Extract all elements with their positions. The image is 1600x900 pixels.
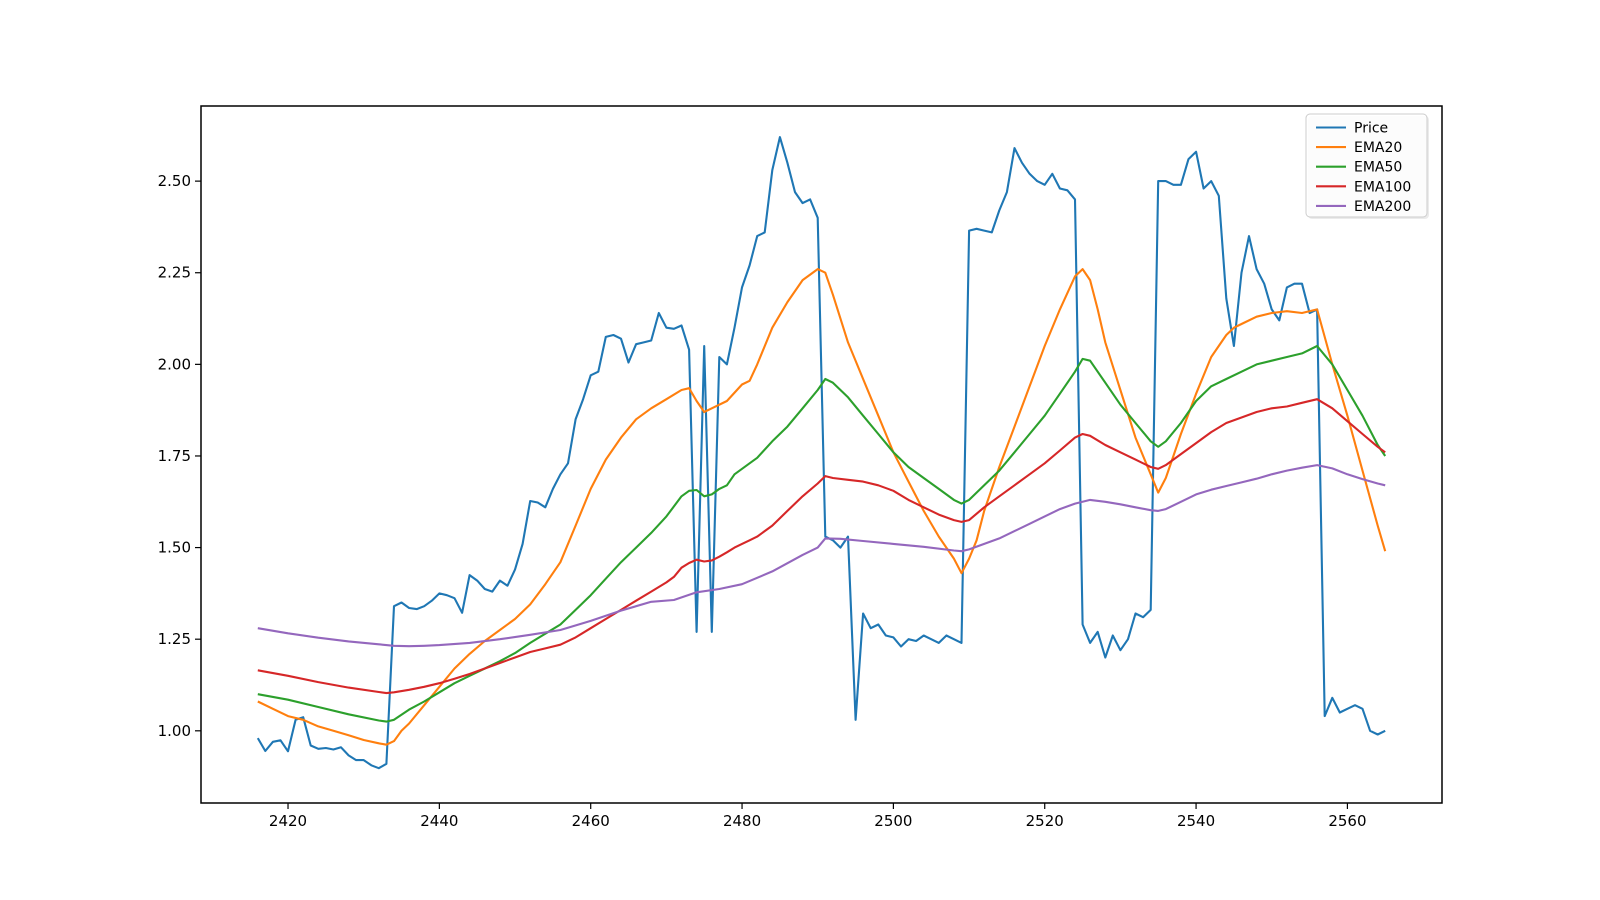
legend-label-ema50: EMA50 (1354, 160, 1402, 176)
x-tick-label: 2520 (1026, 812, 1064, 830)
x-tick-label: 2500 (874, 812, 912, 830)
legend-label-ema200: EMA200 (1354, 199, 1411, 215)
legend-label-ema20: EMA20 (1354, 140, 1402, 156)
y-tick-label: 2.00 (158, 355, 191, 373)
plot-border (200, 105, 1443, 804)
series-line-ema20 (257, 268, 1387, 746)
x-tick-label: 2440 (420, 812, 458, 830)
y-tick-label: 1.25 (158, 630, 191, 648)
legend-box (1305, 113, 1428, 218)
series-line-ema50 (257, 344, 1387, 723)
series-line-ema200 (257, 464, 1386, 648)
plot-area (201, 106, 1442, 803)
legend-label-price: Price (1354, 121, 1388, 137)
legend-label-ema100: EMA100 (1354, 179, 1411, 195)
y-tick-label: 1.00 (158, 722, 191, 740)
x-tick-label: 2540 (1177, 812, 1215, 830)
y-tick-label: 2.25 (158, 264, 191, 282)
y-tick-label: 1.50 (158, 539, 191, 557)
y-tick-label: 2.50 (158, 172, 191, 190)
x-tick-label: 2480 (723, 812, 761, 830)
y-tick-label: 1.75 (158, 447, 191, 465)
series-line-ema100 (257, 398, 1386, 695)
x-tick-label: 2560 (1328, 812, 1366, 830)
x-tick-label: 2460 (572, 812, 610, 830)
series-line-price (256, 136, 1386, 770)
x-tick-label: 2420 (269, 812, 307, 830)
